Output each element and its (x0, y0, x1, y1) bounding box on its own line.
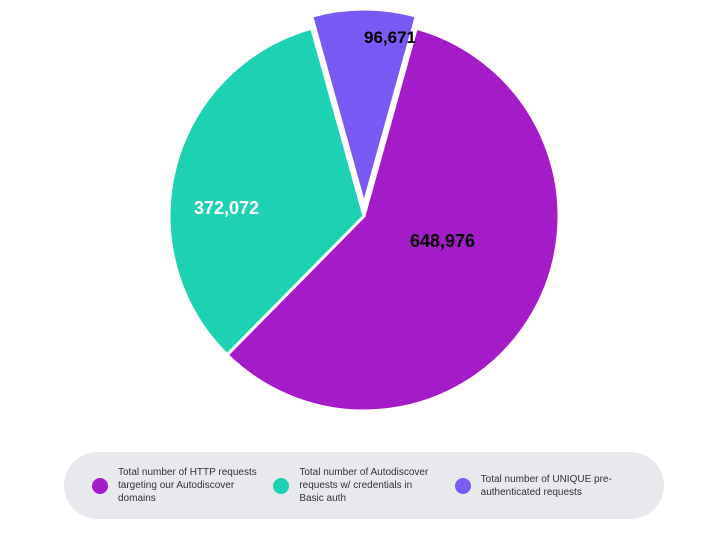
autodiscover-pie-chart: 648,976 372,072 96,671 Total number of HTT… (0, 0, 728, 519)
legend: Total number of HTTP requests targeting … (64, 452, 664, 519)
slice-value-label-2: 96,671 (364, 28, 416, 48)
legend-label-0: Total number of HTTP requests targeting … (118, 466, 258, 505)
legend-label-1: Total number of Autodiscover requests w/… (299, 466, 439, 505)
legend-item-0: Total number of HTTP requests targeting … (92, 466, 273, 505)
slice-value-label-1: 372,072 (194, 198, 259, 219)
slice-value-label-0: 648,976 (410, 231, 475, 252)
legend-label-2: Total number of UNIQUE pre-authenticated… (481, 473, 621, 499)
legend-swatch-2 (455, 478, 471, 494)
legend-item-1: Total number of Autodiscover requests w/… (273, 466, 454, 505)
legend-item-2: Total number of UNIQUE pre-authenticated… (455, 473, 636, 499)
legend-swatch-0 (92, 478, 108, 494)
pie-container: 648,976 372,072 96,671 (158, 10, 570, 422)
legend-swatch-1 (273, 478, 289, 494)
